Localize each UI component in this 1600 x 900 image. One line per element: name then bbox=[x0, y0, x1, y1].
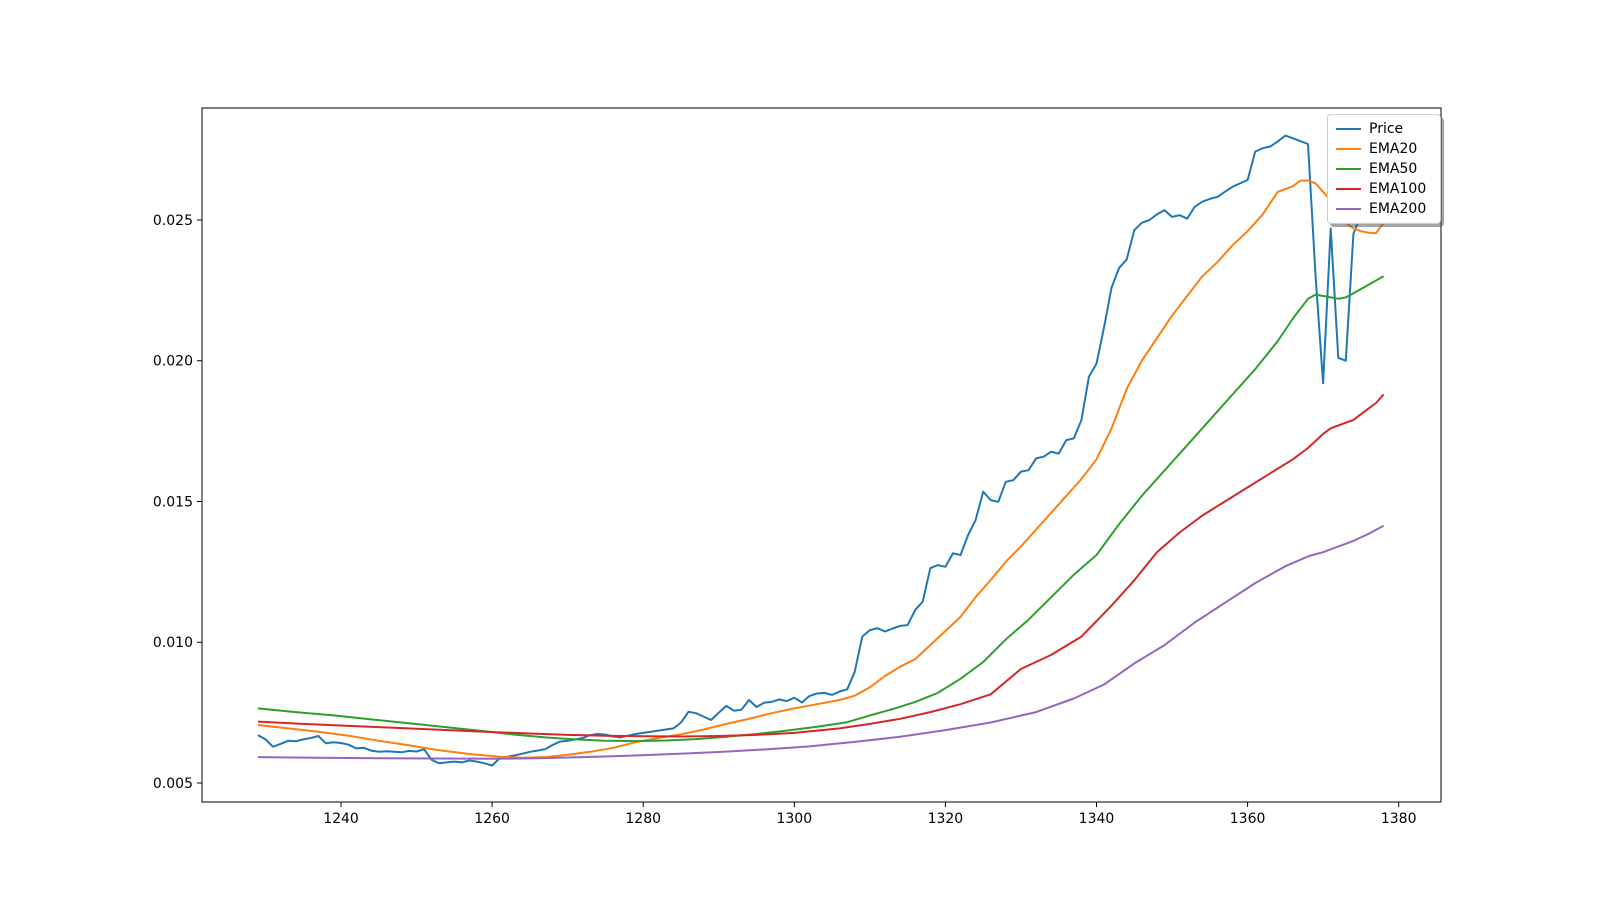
series-line-ema50 bbox=[257, 275, 1385, 743]
x-tick-label: 1340 bbox=[1079, 811, 1115, 827]
series-line-ema100 bbox=[257, 393, 1385, 738]
y-tick-label: 0.015 bbox=[153, 494, 193, 510]
y-tick-label: 0.025 bbox=[153, 213, 193, 229]
legend-line-swatch bbox=[1336, 188, 1361, 190]
y-tick-label: 0.010 bbox=[153, 635, 193, 651]
legend-entry-label: EMA20 bbox=[1369, 141, 1418, 157]
y-tick-label: 0.005 bbox=[153, 776, 193, 792]
legend-entry-label: EMA100 bbox=[1369, 181, 1427, 197]
series-line-ema200 bbox=[257, 524, 1385, 760]
legend-entry-label: Price bbox=[1369, 121, 1404, 137]
legend-entry-label: EMA200 bbox=[1369, 201, 1427, 217]
x-tick-label: 1300 bbox=[776, 811, 812, 827]
legend-line-swatch bbox=[1336, 208, 1361, 210]
plot-border bbox=[201, 107, 1442, 803]
legend-entry-ema50: EMA50 bbox=[1336, 159, 1432, 179]
x-tick-label: 1380 bbox=[1381, 811, 1417, 827]
x-tick-label: 1240 bbox=[323, 811, 359, 827]
legend-entry-ema200: EMA200 bbox=[1336, 199, 1432, 219]
x-tick-label: 1280 bbox=[625, 811, 661, 827]
legend-line-swatch bbox=[1336, 148, 1361, 150]
series-line-ema20 bbox=[257, 179, 1385, 759]
legend-line-swatch bbox=[1336, 128, 1361, 130]
legend-entry-ema20: EMA20 bbox=[1336, 139, 1432, 159]
legend-entry-label: EMA50 bbox=[1369, 161, 1418, 177]
legend-line-swatch bbox=[1336, 168, 1361, 170]
series-line-price bbox=[257, 134, 1385, 767]
legend-entry-price: Price bbox=[1336, 119, 1432, 139]
y-tick-label: 0.020 bbox=[153, 354, 193, 370]
x-tick-label: 1320 bbox=[928, 811, 964, 827]
x-tick-label: 1260 bbox=[474, 811, 510, 827]
legend-entry-ema100: EMA100 bbox=[1336, 179, 1432, 199]
x-tick-label: 1360 bbox=[1230, 811, 1266, 827]
legend: Price EMA20 EMA50 EMA100 EMA200 bbox=[1327, 114, 1441, 224]
